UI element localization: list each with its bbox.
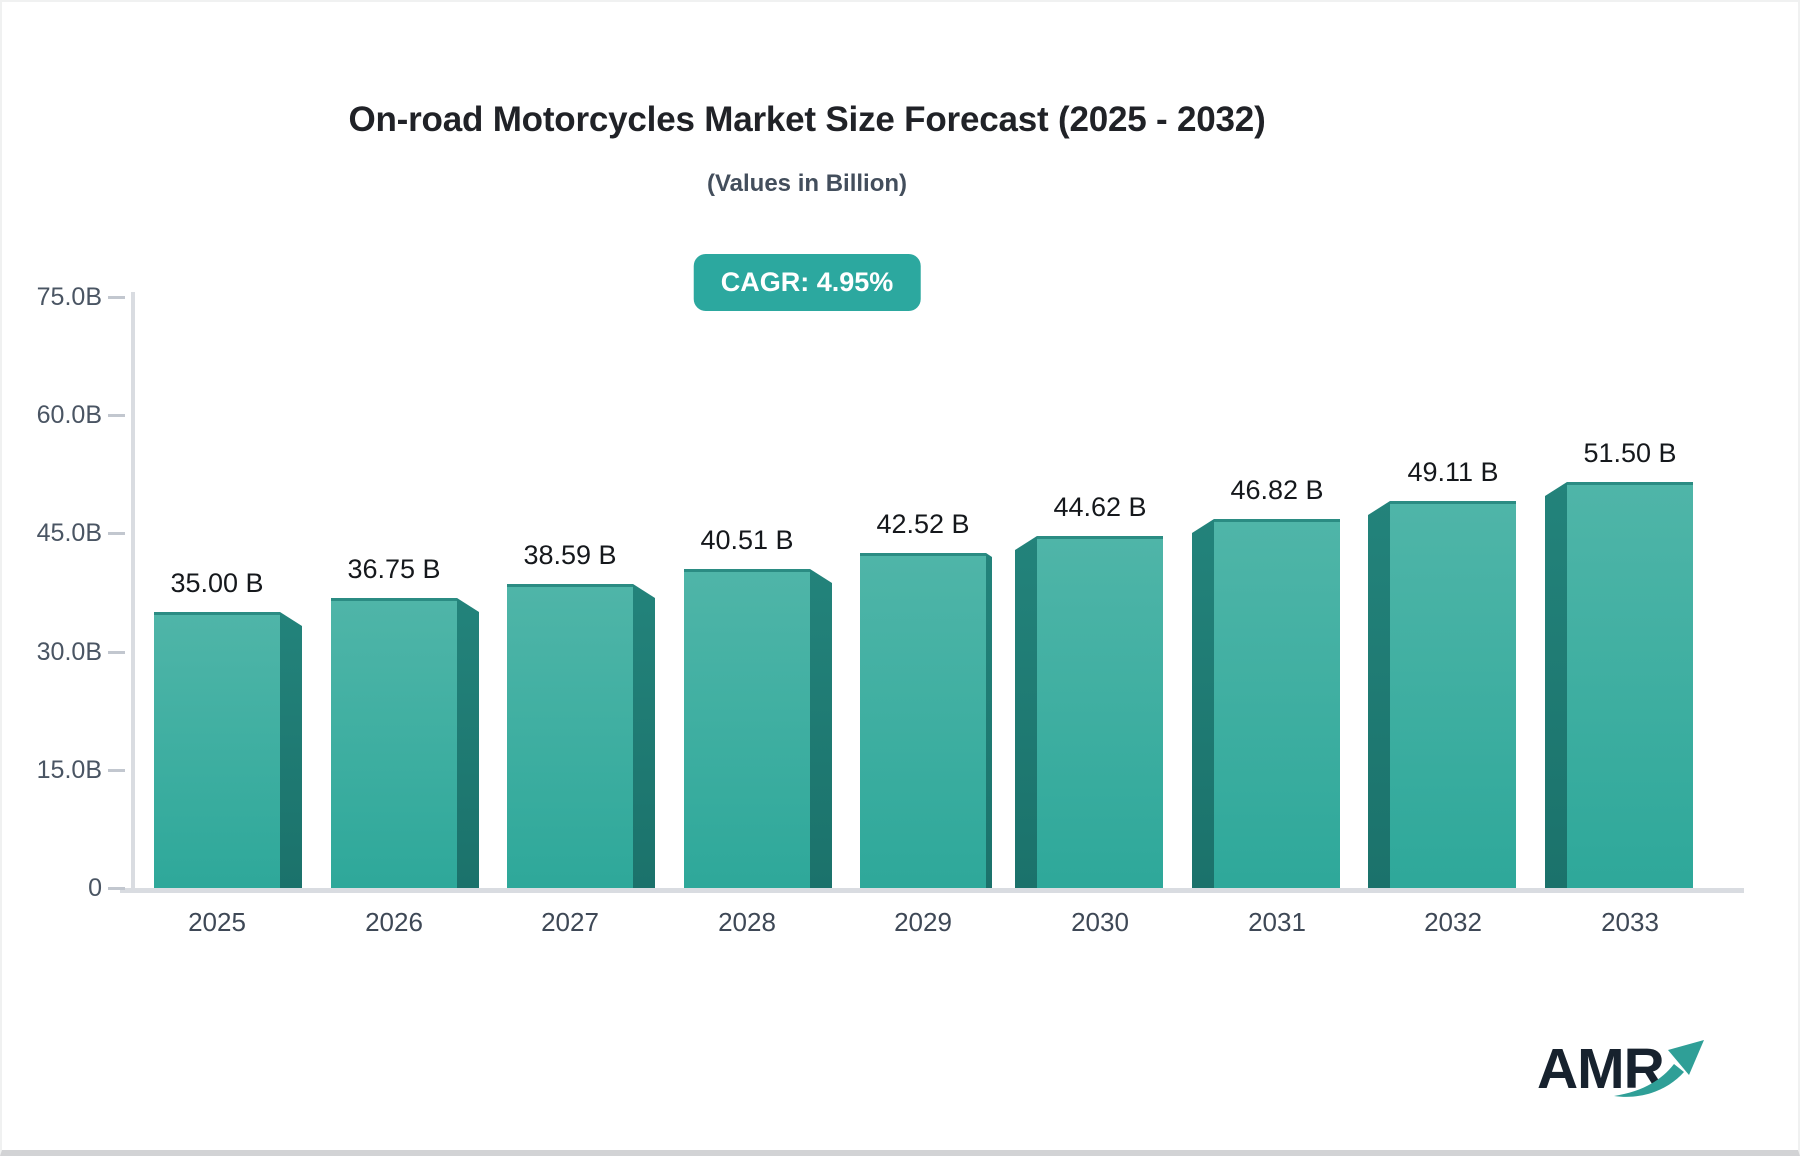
bar-value-label: 42.52 B — [876, 509, 970, 539]
bar-value-label: 36.75 B — [347, 554, 441, 584]
x-tick-label: 2027 — [541, 907, 599, 937]
bar-side-face — [280, 612, 302, 888]
bar-2031 — [1214, 519, 1340, 888]
y-tick-label: 30.0B — [36, 637, 102, 666]
bar-2030 — [1037, 536, 1163, 888]
y-tick-dash — [108, 768, 125, 772]
bar-side-face — [986, 553, 992, 888]
y-tick-label: 75.0B — [36, 283, 102, 311]
bar-2028 — [684, 569, 810, 888]
bar-2027 — [507, 584, 633, 888]
bar-value-label: 35.00 B — [170, 568, 264, 598]
bar-value-label: 51.50 B — [1583, 438, 1677, 468]
bar-value-label: 40.51 B — [700, 525, 794, 555]
bar-value-label: 49.11 B — [1407, 457, 1499, 487]
chart-subtitle: (Values in Billion) — [706, 170, 908, 197]
bar-value-label: 44.62 B — [1053, 492, 1147, 522]
x-tick-label: 2025 — [188, 907, 246, 937]
x-tick-label: 2030 — [1071, 907, 1129, 937]
y-tick-label: 45.0B — [36, 519, 102, 548]
amr-logo: AMR — [1537, 1036, 1717, 1106]
bar-side-face — [1368, 501, 1390, 888]
y-tick-dash — [108, 296, 125, 299]
bar-2033 — [1567, 482, 1693, 888]
bar-side-face — [810, 569, 832, 888]
bar-2032 — [1390, 501, 1516, 888]
cagr-badge: CAGR: 4.95% — [693, 254, 921, 311]
chart-title: On-road Motorcycles Market Size Forecast… — [348, 100, 1266, 139]
y-tick-dash — [108, 650, 125, 654]
bar-2026 — [331, 598, 457, 888]
bar-side-face — [1015, 536, 1037, 888]
y-tick-dash — [108, 414, 125, 418]
x-tick-label: 2032 — [1424, 907, 1482, 937]
bar-side-face — [633, 584, 655, 888]
x-tick-label: 2028 — [718, 907, 776, 937]
y-tick-label: 15.0B — [36, 755, 102, 784]
y-tick-dash — [108, 532, 125, 536]
x-tick-label: 2026 — [365, 907, 423, 937]
bar-2025 — [154, 612, 280, 888]
bar-2029 — [860, 553, 986, 888]
bar-value-label: 46.82 B — [1230, 475, 1324, 505]
growth-arrow-icon — [1614, 1040, 1704, 1097]
y-tick-label: 60.0B — [36, 401, 102, 430]
y-tick-label: 0 — [88, 874, 102, 902]
bar-value-label: 38.59 B — [523, 540, 617, 570]
x-tick-label: 2031 — [1248, 907, 1306, 937]
x-tick-label: 2033 — [1601, 907, 1659, 937]
bar-side-face — [457, 598, 479, 888]
bar-side-face — [1545, 482, 1567, 888]
x-tick-label: 2029 — [894, 907, 952, 937]
x-axis-baseline — [120, 888, 1744, 893]
y-axis-line — [131, 292, 135, 893]
bar-side-face — [1192, 519, 1214, 888]
y-tick-dash — [108, 887, 125, 890]
